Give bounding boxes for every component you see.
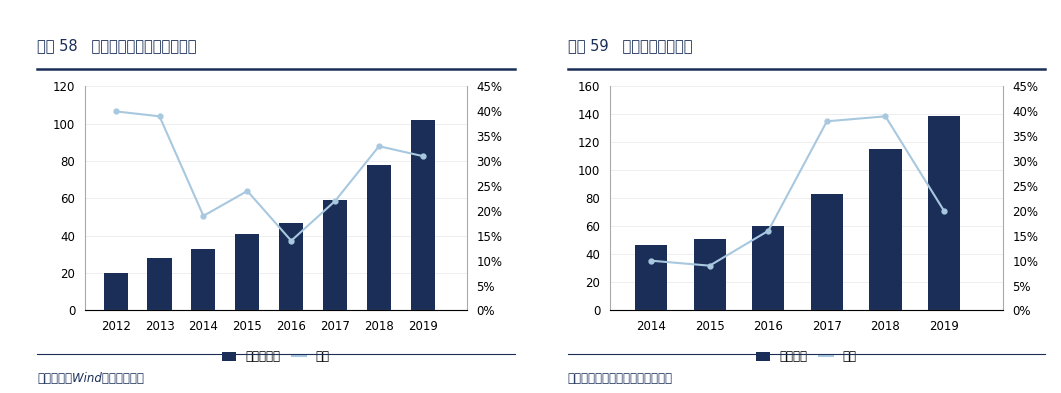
- Bar: [191, 249, 215, 310]
- Bar: [147, 258, 172, 310]
- Bar: [323, 200, 347, 310]
- Bar: [411, 120, 435, 310]
- Text: 资料来源：Wind，华创证券。: 资料来源：Wind，华创证券。: [37, 372, 144, 385]
- Bar: [752, 226, 784, 310]
- Bar: [367, 165, 392, 310]
- Legend: 三亚海棠湾, 同比: 三亚海棠湾, 同比: [218, 345, 334, 368]
- Text: 图表 59   上海机场免税业务: 图表 59 上海机场免税业务: [568, 38, 692, 53]
- Bar: [279, 223, 303, 310]
- Bar: [634, 245, 667, 310]
- Bar: [236, 234, 259, 310]
- Bar: [104, 273, 127, 310]
- Bar: [928, 116, 960, 310]
- Legend: 日上浦东, 增速: 日上浦东, 增速: [751, 345, 862, 368]
- Text: 资料来源：公司公告，华创证券。: 资料来源：公司公告，华创证券。: [568, 372, 673, 385]
- Bar: [811, 194, 843, 310]
- Text: 图表 58   三亚海棠湾免税销售额增速: 图表 58 三亚海棠湾免税销售额增速: [37, 38, 196, 53]
- Bar: [869, 149, 902, 310]
- Bar: [694, 239, 726, 310]
